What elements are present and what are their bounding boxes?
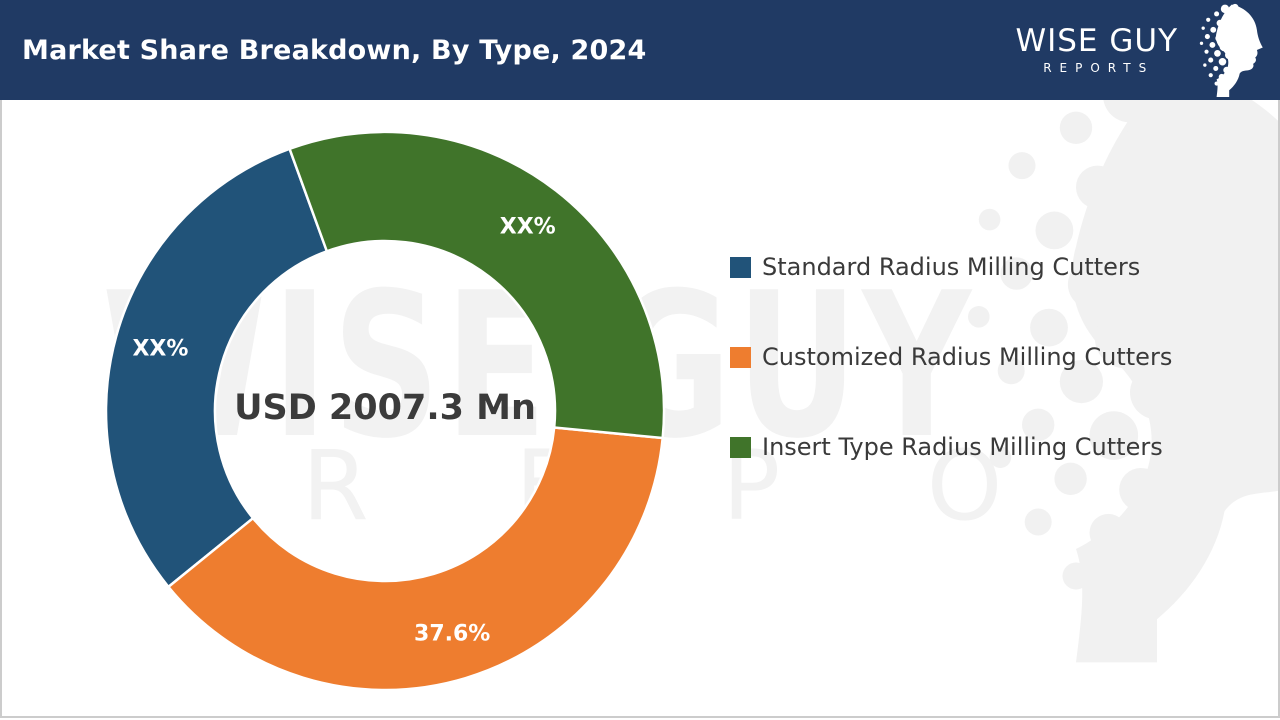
donut-segment-2 [288, 130, 666, 440]
page-title: Market Share Breakdown, By Type, 2024 [22, 34, 647, 66]
segment-value-label-2: XX% [500, 214, 556, 239]
legend-swatch-standard [730, 256, 751, 278]
header-bar: Market Share Breakdown, By Type, 2024 WI… [0, 0, 1280, 100]
legend-swatch-customized [730, 346, 751, 368]
brand-name: WISE GUY [1015, 23, 1178, 60]
donut-chart: XX% 37.6% XX% [104, 130, 666, 692]
brand-logo: WISE GUY REPORTS [1015, 0, 1268, 100]
center-total-label: USD 2007.3 Mn [234, 388, 536, 428]
chart-area: WISE GUY R E P O R T S XX%37.6%XX% USD 2… [0, 100, 1280, 718]
segment-value-label-0: XX% [132, 336, 188, 361]
brand-subtitle: REPORTS [1043, 60, 1155, 75]
legend-label: Standard Radius Milling Cutters [762, 253, 1141, 281]
legend-label: Customized Radius Milling Cutters [762, 343, 1173, 371]
brand-logo-text: WISE GUY REPORTS [1015, 25, 1178, 75]
legend-item-customized: Customized Radius Milling Cutters [730, 342, 1172, 372]
donut-segment-1 [167, 426, 664, 692]
donut-segment-0 [104, 147, 329, 589]
legend-item-standard: Standard Radius Milling Cutters [730, 252, 1140, 282]
legend-label: Insert Type Radius Milling Cutters [762, 433, 1163, 461]
legend-swatch-insert [730, 436, 751, 458]
brand-face-icon [1199, 3, 1263, 97]
segment-value-label-1: 37.6% [414, 622, 490, 647]
legend-item-insert: Insert Type Radius Milling Cutters [730, 432, 1163, 462]
